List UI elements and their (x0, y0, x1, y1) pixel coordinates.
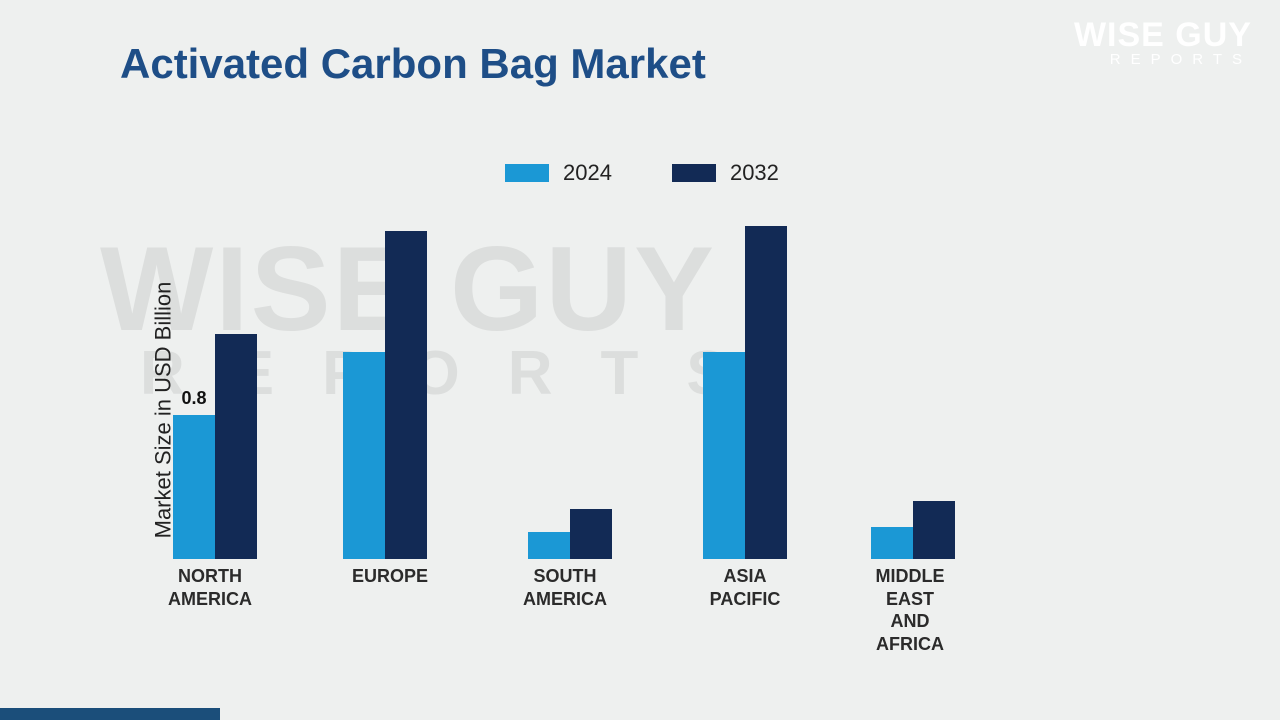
bar-2024 (343, 352, 385, 559)
bar-2032 (385, 231, 427, 559)
category-label: MIDDLEEASTANDAFRICA (845, 565, 975, 655)
legend-swatch-2024 (505, 164, 549, 182)
bar-2024 (173, 415, 215, 559)
brand-logo-line1: WISE GUY (1074, 16, 1252, 55)
bar-2024 (871, 527, 913, 559)
legend: 2024 2032 (505, 160, 779, 186)
chart-area: Market Size in USD Billion 2024 2032 0.8… (65, 160, 965, 660)
chart-canvas: WISE GUY REPORTS WISE GUY REPORTS Activa… (0, 0, 1280, 720)
plot-region: 0.8 (135, 200, 955, 560)
legend-item: 2032 (672, 160, 779, 186)
brand-logo: WISE GUY REPORTS (1074, 16, 1252, 68)
chart-title: Activated Carbon Bag Market (120, 40, 706, 88)
legend-label: 2032 (730, 160, 779, 186)
category-label: SOUTHAMERICA (500, 565, 630, 610)
category-label: EUROPE (325, 565, 455, 588)
bar-2032 (215, 334, 257, 559)
legend-swatch-2032 (672, 164, 716, 182)
bar-value-label: 0.8 (181, 388, 206, 409)
legend-label: 2024 (563, 160, 612, 186)
bar-2024 (703, 352, 745, 559)
category-label: NORTHAMERICA (145, 565, 275, 610)
bar-2032 (913, 501, 955, 559)
bar-2032 (570, 509, 612, 559)
bar-2024 (528, 532, 570, 559)
category-label: ASIAPACIFIC (680, 565, 810, 610)
legend-item: 2024 (505, 160, 612, 186)
bar-2032 (745, 226, 787, 559)
footer-accent-bar (0, 708, 220, 720)
